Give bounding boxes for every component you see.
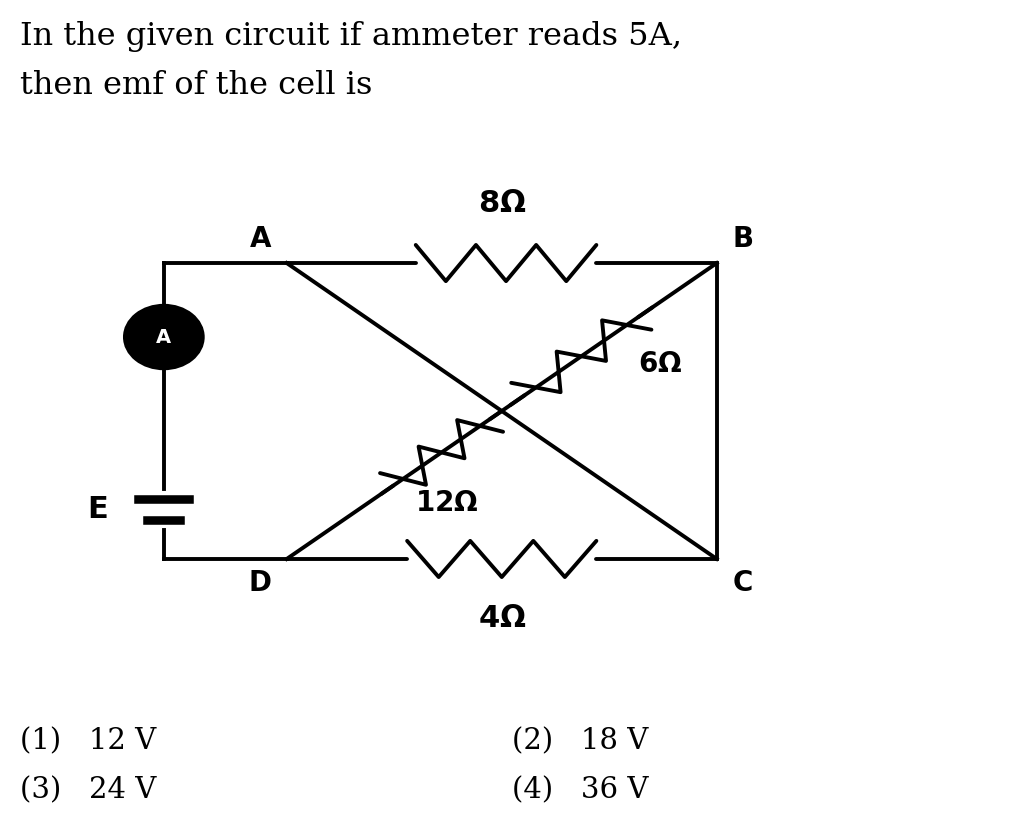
Text: $\mathbf{12\Omega}$: $\mathbf{12\Omega}$ [415, 489, 478, 517]
Text: E: E [87, 495, 108, 524]
Text: C: C [732, 569, 753, 597]
Text: A: A [157, 327, 171, 347]
Text: (4)   36 V: (4) 36 V [512, 777, 648, 805]
Text: D: D [249, 569, 271, 597]
Circle shape [125, 306, 203, 368]
Text: $\mathbf{8\Omega}$: $\mathbf{8\Omega}$ [477, 189, 526, 218]
Text: In the given circuit if ammeter reads 5A,: In the given circuit if ammeter reads 5A… [20, 21, 682, 52]
Text: (3)   24 V: (3) 24 V [20, 777, 157, 805]
Text: (2)   18 V: (2) 18 V [512, 727, 648, 755]
Text: then emf of the cell is: then emf of the cell is [20, 70, 373, 101]
Text: $\mathbf{4\Omega}$: $\mathbf{4\Omega}$ [477, 604, 526, 633]
Text: B: B [732, 225, 754, 253]
Text: $\mathbf{6\Omega}$: $\mathbf{6\Omega}$ [638, 350, 682, 378]
Text: A: A [250, 225, 271, 253]
Text: (1)   12 V: (1) 12 V [20, 727, 157, 755]
